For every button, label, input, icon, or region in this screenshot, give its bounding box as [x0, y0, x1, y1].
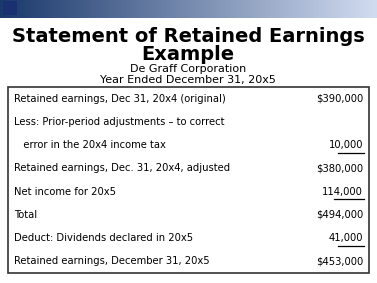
Text: error in the 20x4 income tax: error in the 20x4 income tax: [14, 140, 166, 150]
Text: De Graff Corporation: De Graff Corporation: [130, 64, 246, 74]
Text: 114,000: 114,000: [322, 186, 363, 197]
Text: Year Ended December 31, 20x5: Year Ended December 31, 20x5: [100, 75, 276, 85]
Bar: [3, 1, 17, 15]
Text: Retained earnings, Dec. 31, 20x4, adjusted: Retained earnings, Dec. 31, 20x4, adjust…: [14, 163, 230, 173]
Bar: [8, 87, 369, 273]
Text: Retained earnings, Dec 31, 20x4 (original): Retained earnings, Dec 31, 20x4 (origina…: [14, 94, 226, 104]
Text: Net income for 20x5: Net income for 20x5: [14, 186, 116, 197]
Text: Statement of Retained Earnings: Statement of Retained Earnings: [12, 27, 365, 46]
Text: Example: Example: [141, 46, 234, 65]
Text: $453,000: $453,000: [316, 256, 363, 266]
Text: Deduct: Dividends declared in 20x5: Deduct: Dividends declared in 20x5: [14, 233, 193, 243]
Text: 10,000: 10,000: [328, 140, 363, 150]
Text: 41,000: 41,000: [328, 233, 363, 243]
Text: $390,000: $390,000: [316, 94, 363, 104]
Text: Less: Prior-period adjustments – to correct: Less: Prior-period adjustments – to corr…: [14, 117, 224, 127]
Text: Total: Total: [14, 210, 37, 220]
Text: $380,000: $380,000: [316, 163, 363, 173]
Text: Retained earnings, December 31, 20x5: Retained earnings, December 31, 20x5: [14, 256, 210, 266]
Text: $494,000: $494,000: [316, 210, 363, 220]
